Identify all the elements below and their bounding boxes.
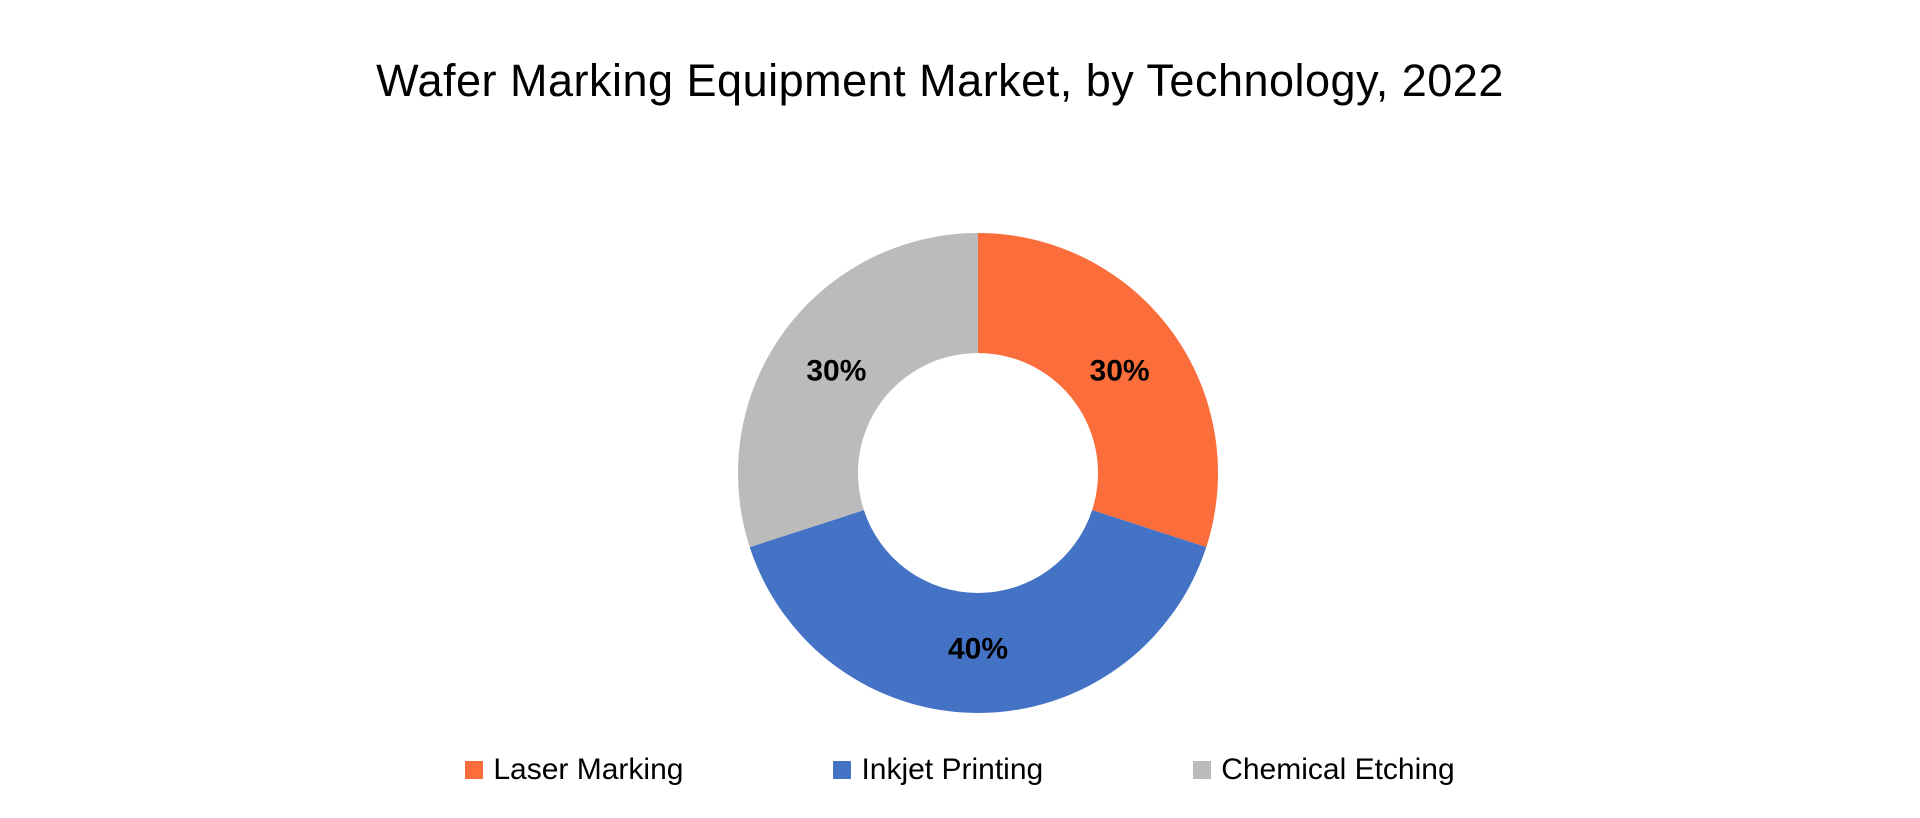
legend-swatch-icon xyxy=(833,761,852,779)
legend-label: Laser Marking xyxy=(493,753,684,786)
donut-chart: 30% 40% 30% xyxy=(738,233,1218,713)
chart-legend: Laser Marking Inkjet Printing Chemical Etc… xyxy=(0,748,1920,792)
legend-label: Chemical Etching xyxy=(1221,753,1455,786)
data-label-chemical-etching: 30% xyxy=(806,355,866,388)
chart-title: Wafer Marking Equipment Market, by Techn… xyxy=(376,55,1504,106)
legend-swatch-icon xyxy=(465,761,484,779)
legend-label: Inkjet Printing xyxy=(861,753,1044,786)
legend-item-chemical-etching: Chemical Etching xyxy=(1193,753,1455,787)
slice-inkjet-printing xyxy=(749,510,1207,713)
legend-item-laser-marking: Laser Marking xyxy=(465,753,683,787)
data-label-laser-marking: 30% xyxy=(1090,355,1150,388)
legend-item-inkjet-printing: Inkjet Printing xyxy=(833,753,1043,787)
slice-chemical-etching xyxy=(738,233,978,548)
slice-laser-marking xyxy=(978,233,1218,548)
legend-swatch-icon xyxy=(1193,761,1212,779)
data-label-inkjet-printing: 40% xyxy=(948,633,1008,666)
